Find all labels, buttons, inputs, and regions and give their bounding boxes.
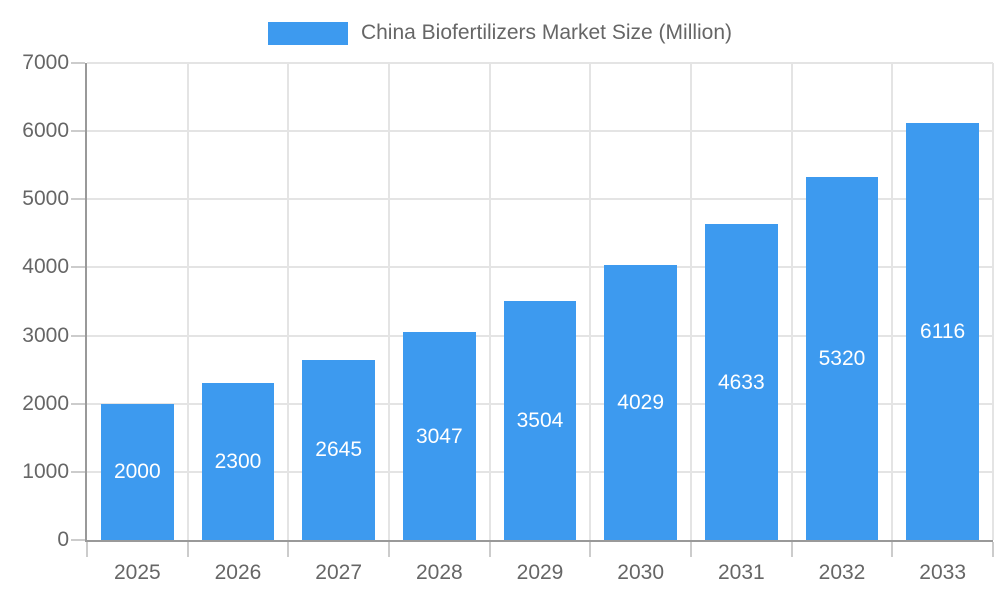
x-tick-label: 2028 (415, 561, 463, 584)
x-tick-label: 2031 (717, 561, 765, 584)
y-tick-label: 0 (57, 528, 69, 551)
v-gridline (387, 63, 390, 540)
x-tick-label: 2032 (818, 561, 866, 584)
x-tick-label: 2026 (214, 561, 262, 584)
x-tick (589, 542, 592, 557)
bar[interactable]: 4029 (604, 265, 677, 540)
y-tick (71, 334, 85, 337)
x-tick-label: 2029 (516, 561, 564, 584)
x-tick (992, 542, 994, 557)
bar[interactable]: 5320 (805, 177, 879, 540)
legend-label: China Biofertilizers Market Size (Millio… (360, 21, 733, 44)
v-gridline (186, 63, 189, 540)
h-gridline (87, 266, 993, 269)
v-gridline (891, 63, 894, 540)
bar-slot: 4029 (590, 63, 691, 540)
x-tick (86, 542, 88, 557)
y-tick-label: 4000 (22, 255, 69, 279)
legend-swatch (267, 21, 348, 45)
bar-slot: 3047 (389, 63, 490, 540)
bar[interactable]: 3047 (403, 332, 476, 540)
bar-slot: 4633 (691, 63, 792, 540)
bar-slot: 2000 (87, 63, 188, 540)
bar-value-label: 5320 (818, 347, 866, 371)
bar-value-label: 2000 (113, 460, 161, 484)
bar[interactable]: 6116 (906, 123, 979, 540)
y-axis-labels: 0 1000 2000 3000 4000 5000 6000 7000 (0, 51, 69, 551)
bar[interactable]: 2645 (302, 359, 375, 540)
h-gridline (87, 130, 993, 133)
bar-value-label: 6116 (920, 320, 966, 344)
y-axis-ticks (71, 62, 85, 541)
x-tick (488, 542, 491, 557)
bar-value-label: 4633 (717, 370, 765, 394)
bar[interactable]: 2000 (101, 403, 174, 540)
x-tick (891, 542, 894, 557)
x-tick-label: 2027 (315, 561, 363, 584)
v-gridline (992, 63, 994, 540)
bar-value-label: 2645 (315, 438, 362, 462)
bar[interactable]: 3504 (503, 301, 577, 540)
y-tick (71, 470, 85, 473)
bar[interactable]: 4633 (705, 224, 778, 540)
x-tick (186, 542, 189, 557)
bar-value-label: 3047 (415, 424, 463, 448)
v-gridline (589, 63, 592, 540)
y-tick (71, 130, 85, 133)
y-tick (71, 198, 85, 201)
x-tick-label: 2025 (113, 561, 161, 584)
h-gridline (87, 198, 993, 201)
bar-slot: 2645 (288, 63, 389, 540)
y-tick-label: 5000 (22, 187, 69, 211)
y-tick-label: 6000 (22, 119, 69, 143)
bar-value-label: 3504 (516, 409, 564, 433)
x-axis-ticks (86, 542, 994, 557)
y-tick (71, 266, 85, 269)
bar-value-label: 2300 (214, 450, 262, 474)
bar-slot: 5320 (792, 63, 893, 540)
y-tick-label: 2000 (22, 391, 69, 415)
legend-item[interactable]: China Biofertilizers Market Size (Millio… (0, 21, 1000, 45)
y-tick-label: 7000 (22, 51, 69, 74)
x-tick-label: 2030 (617, 561, 665, 584)
x-axis-labels: 2025 2026 2027 2028 2029 2030 2031 2032 2033 (87, 561, 993, 587)
v-gridline (287, 63, 290, 540)
y-tick-label: 3000 (22, 323, 69, 347)
plot-area: 2000 2300 2645 3047 3504 4029 4633 5320 6116 (85, 62, 994, 542)
y-tick-label: 1000 (22, 459, 69, 483)
bar-slot: 6116 (892, 63, 993, 540)
x-tick-label: 2033 (919, 561, 967, 584)
y-tick (71, 402, 85, 405)
bar-slot: 2300 (188, 63, 289, 540)
x-tick (387, 542, 390, 557)
v-gridline (488, 63, 491, 540)
v-gridline (790, 63, 793, 540)
bar[interactable]: 2300 (201, 383, 275, 540)
x-tick (790, 542, 793, 557)
bar-slot: 3504 (490, 63, 591, 540)
h-gridline (87, 62, 993, 64)
x-tick (287, 542, 290, 557)
y-tick (71, 539, 85, 541)
x-tick (689, 542, 692, 557)
bar-value-label: 4029 (617, 391, 664, 415)
v-gridline (689, 63, 692, 540)
y-tick (71, 62, 85, 64)
